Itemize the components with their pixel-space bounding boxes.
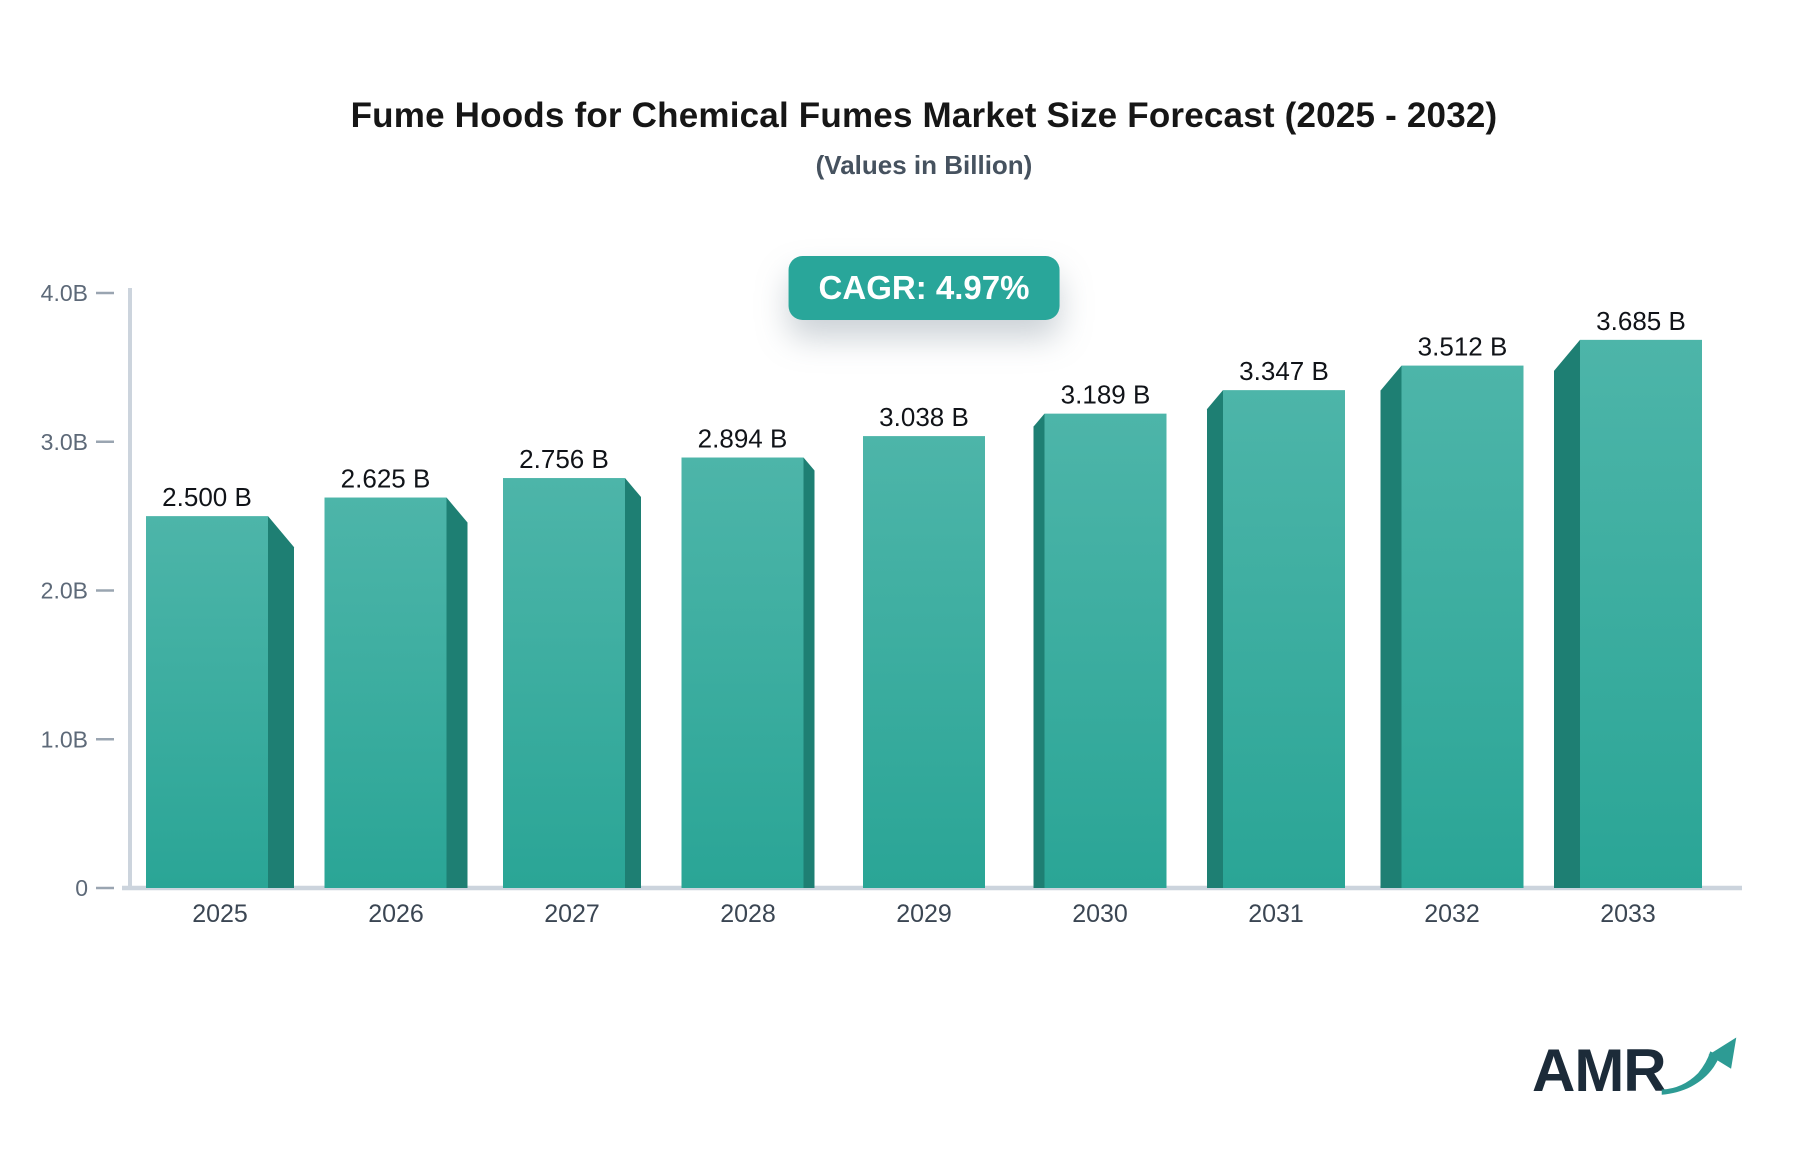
chart-title: Fume Hoods for Chemical Fumes Market Siz… (350, 96, 1498, 135)
bar-value-label: 3.038 B (879, 402, 969, 432)
bar-side-2031 (1207, 390, 1223, 888)
bar-2027 (503, 478, 625, 888)
bar-value-label: 3.347 B (1239, 356, 1329, 386)
x-axis-label: 2029 (896, 900, 952, 928)
bar-2030 (1044, 413, 1167, 888)
y-tick-label: 2.0B (41, 578, 88, 604)
bar-2028 (681, 457, 804, 888)
x-axis-label: 2025 (192, 900, 248, 928)
bar-value-label: 3.685 B (1596, 306, 1686, 336)
y-tick-label: 4.0B (41, 280, 88, 306)
x-axis-label: 2031 (1248, 900, 1304, 928)
chart-subtitle: (Values in Billion) (815, 150, 1033, 180)
bar-side-2025 (268, 516, 294, 888)
x-axis-label: 2033 (1600, 900, 1656, 928)
bar-side-2026 (446, 497, 468, 888)
growth-arrow-icon (1661, 1037, 1736, 1095)
bar-side-2033 (1554, 339, 1580, 888)
amr-logo: AMR (1532, 1032, 1738, 1106)
y-tick-label: 3.0B (41, 429, 88, 455)
bar-value-label: 3.512 B (1418, 332, 1508, 362)
x-axis-label: 2032 (1424, 900, 1480, 928)
bar-side-2028 (803, 457, 815, 888)
amr-logo-text: AMR (1532, 1037, 1667, 1104)
x-axis-label: 2027 (544, 900, 600, 928)
bar-2031 (1223, 390, 1345, 888)
y-tick-label: 1.0B (41, 726, 88, 752)
bar-value-label: 2.500 B (162, 482, 252, 512)
bar-2025 (146, 516, 268, 888)
cagr-badge: CAGR: 4.97% (788, 256, 1060, 320)
bar-2026 (324, 497, 447, 888)
bar-2032 (1401, 365, 1524, 889)
x-axis-label: 2030 (1072, 900, 1128, 928)
bar-value-label: 2.625 B (341, 464, 431, 494)
bar-2033 (1580, 339, 1702, 888)
bar-2029 (863, 436, 985, 888)
bar-value-label: 3.189 B (1061, 380, 1151, 410)
bar-value-label: 2.756 B (519, 444, 609, 474)
bar-value-label: 2.894 B (698, 424, 788, 454)
bar-side-2030 (1033, 413, 1045, 888)
y-tick-label: 0 (75, 875, 88, 901)
bar-side-2027 (625, 478, 641, 888)
x-axis-label: 2028 (720, 900, 776, 928)
x-axis-label: 2026 (368, 900, 424, 928)
bar-side-2032 (1380, 365, 1402, 889)
